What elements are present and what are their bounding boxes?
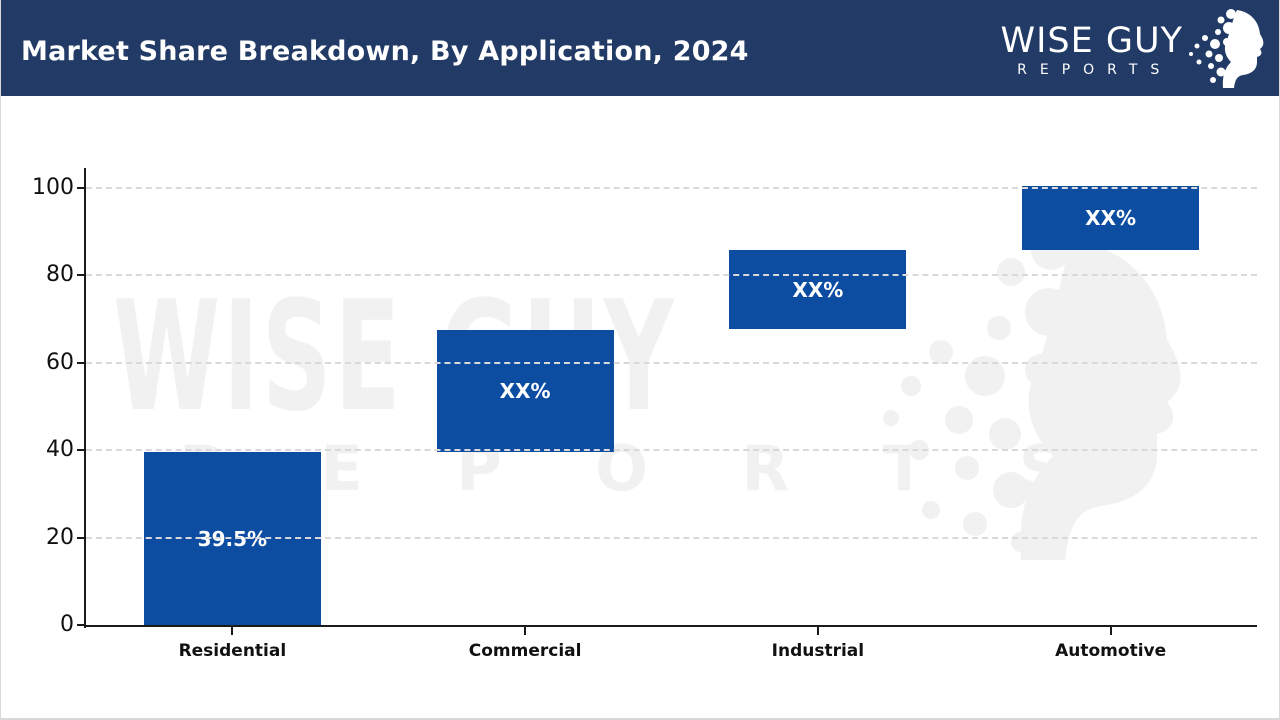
gridline-20	[86, 536, 1257, 539]
gridline-100	[86, 186, 1257, 189]
bar-value-label: XX%	[792, 277, 844, 302]
page-title: Market Share Breakdown, By Application, …	[21, 35, 749, 67]
gridline-80	[86, 274, 1257, 276]
bar-value-label: XX%	[1085, 206, 1137, 231]
header-bar: Market Share Breakdown, By Application, …	[1, 0, 1279, 96]
y-tick-0	[77, 624, 86, 626]
y-axis-line	[84, 167, 86, 628]
category-label-automotive: Automotive	[1055, 641, 1167, 661]
bar-residential: 39.5%	[143, 452, 321, 625]
y-tick-20	[77, 536, 86, 539]
category-label-residential: Residential	[178, 641, 287, 661]
y-tick-label-20: 20	[46, 524, 74, 550]
bar-value-label: XX%	[499, 379, 551, 404]
y-tick-60	[77, 361, 86, 364]
logo-subtitle: REPORTS	[1017, 61, 1173, 78]
bar-value-label: 39.5%	[197, 526, 268, 551]
plot-area: 0 20 40 60 80 100 39.5% Residential XX% Commercia…	[1, 96, 1279, 718]
x-tick-3	[1109, 627, 1112, 635]
logo-text: WISE GUY REPORTS	[1000, 20, 1183, 78]
wise-guy-reports-logo: WISE GUY REPORTS	[1000, 0, 1279, 96]
category-label-industrial: Industrial	[771, 641, 865, 661]
y-tick-100	[77, 186, 86, 189]
x-tick-1	[524, 627, 527, 635]
y-tick-label-80: 80	[46, 262, 74, 287]
y-tick-label-60: 60	[46, 349, 74, 375]
bar-automotive: XX%	[1022, 186, 1200, 251]
x-axis-line	[84, 625, 1257, 627]
gridline-40	[86, 449, 1257, 451]
category-label-commercial: Commercial	[468, 641, 582, 661]
y-tick-label-40: 40	[46, 437, 74, 462]
y-tick-label-0: 0	[60, 612, 74, 637]
x-tick-0	[231, 627, 234, 635]
logo-wordmark: WISE GUY	[1000, 20, 1183, 61]
watermark-face-icon	[871, 220, 1201, 604]
gridline-60	[86, 361, 1257, 364]
y-tick-40	[77, 449, 86, 451]
x-tick-2	[816, 627, 819, 635]
y-tick-label-100: 100	[32, 174, 74, 200]
logo-face-icon	[1185, 4, 1269, 96]
bar-commercial: XX%	[436, 330, 614, 453]
bar-industrial: XX%	[729, 250, 907, 330]
y-tick-80	[77, 274, 86, 276]
